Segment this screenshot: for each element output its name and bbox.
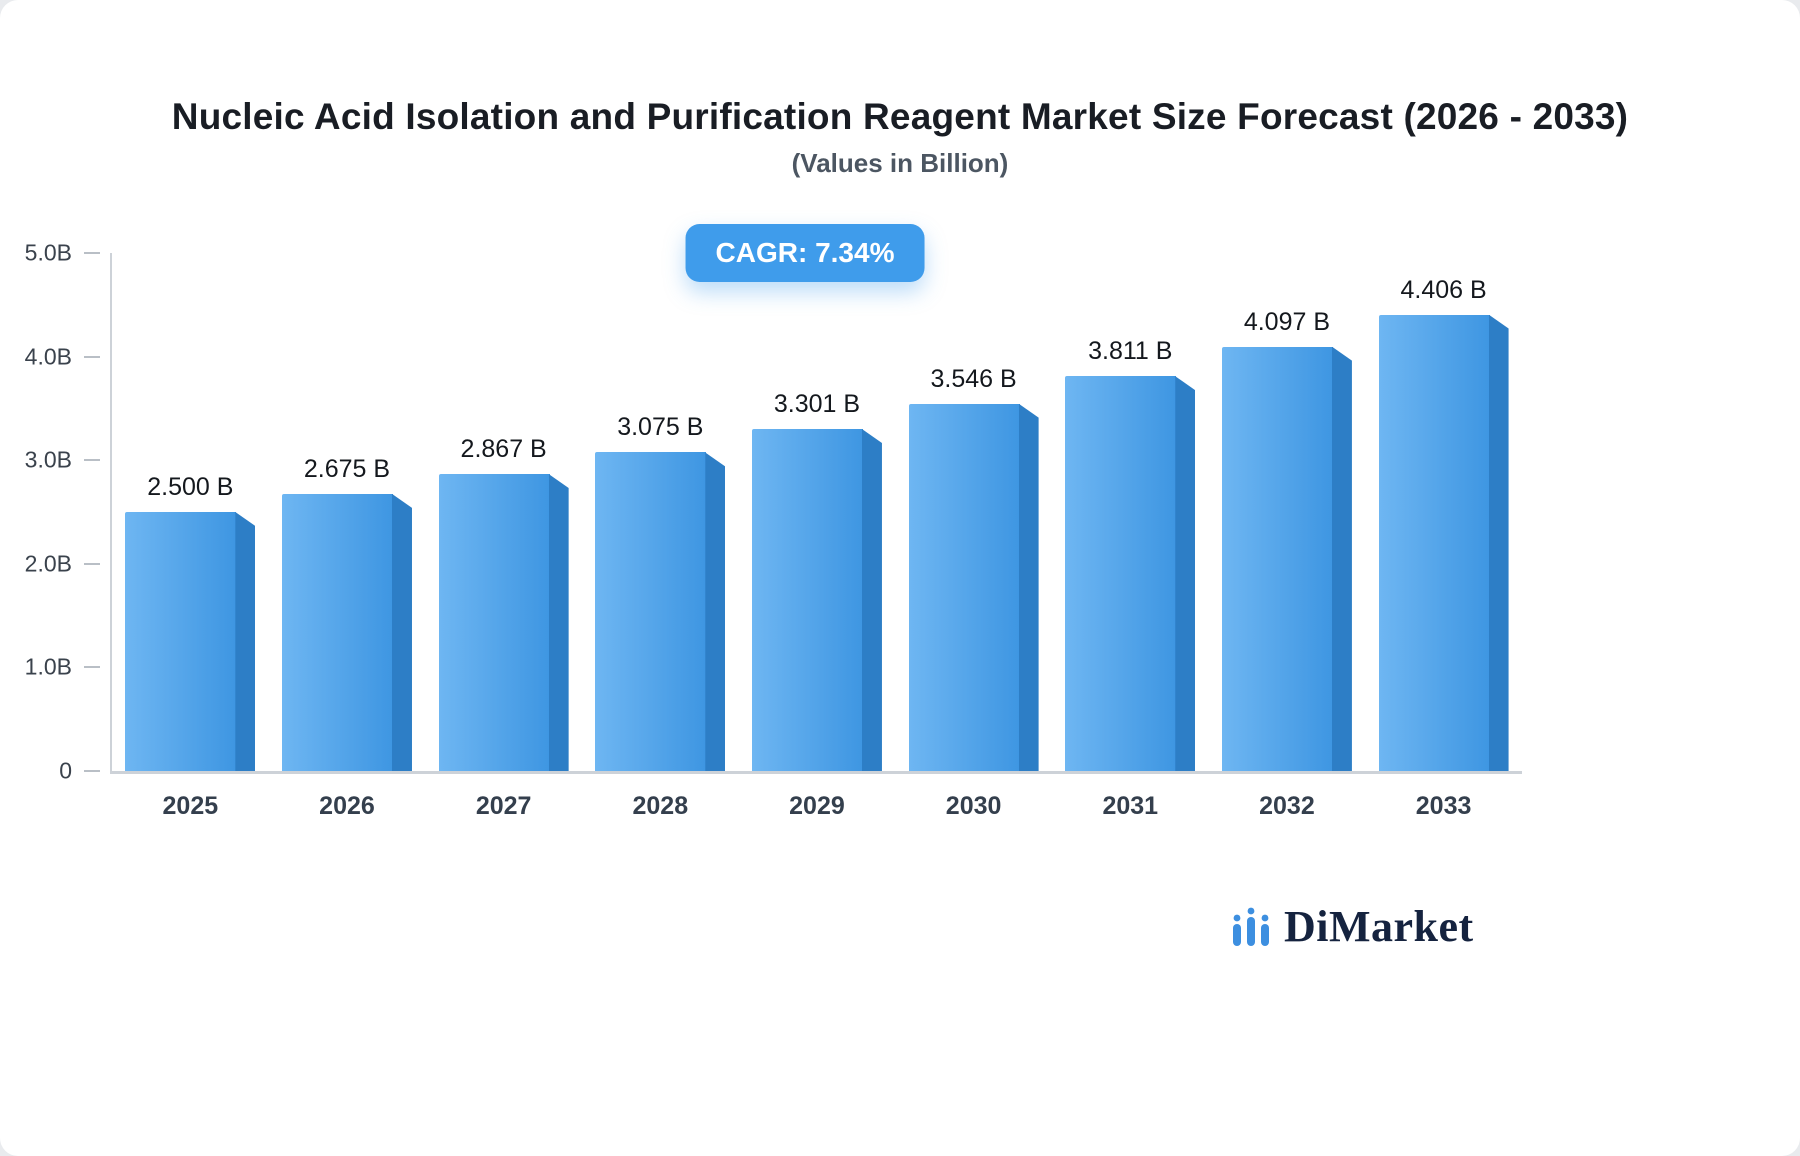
bar-front-face (1065, 376, 1177, 771)
bar-group: 3.075 B 2028 (595, 253, 726, 820)
bar-side-face (1331, 346, 1352, 771)
brand-name: DiMarket (1284, 902, 1474, 951)
x-axis-label: 2030 (945, 792, 1002, 820)
bar-front-face (281, 493, 393, 771)
bar-value-label: 4.097 B (1243, 307, 1331, 336)
y-axis-tick-mark (84, 459, 100, 462)
chart-subtitle: (Values in Billion) (791, 148, 1009, 178)
x-axis-label: 2028 (632, 792, 689, 820)
bar-front-face (1378, 314, 1490, 771)
x-axis-label: 2029 (789, 792, 845, 820)
y-axis-tick-label: 3.0B (24, 446, 72, 473)
x-axis-label: 2025 (162, 792, 219, 820)
bar-group: 4.406 B 2033 (1378, 253, 1509, 820)
bar (281, 493, 412, 771)
bar-value-label: 3.811 B (1088, 337, 1173, 366)
bar-front-face (1221, 346, 1333, 771)
bar-group: 4.097 B 2032 (1221, 253, 1352, 820)
y-axis-tick-mark (84, 252, 100, 254)
bar-value-label: 4.406 B (1400, 275, 1487, 304)
bar-side-face (1488, 314, 1509, 771)
bar-value-label: 3.301 B (773, 390, 861, 419)
bar-side-face (1175, 376, 1196, 771)
bar-side-face (391, 493, 412, 771)
bar (595, 452, 726, 771)
bar-value-label: 2.675 B (303, 454, 391, 483)
bar-chart-icon (1228, 904, 1274, 950)
bar-group: 2.500 B 2025 (125, 253, 256, 820)
bar-front-face (125, 512, 237, 771)
y-axis-tick-mark (84, 666, 100, 669)
bar-front-face (908, 403, 1020, 771)
bar-side-face (861, 429, 882, 771)
bar-group: 3.811 B 2031 (1065, 253, 1196, 820)
x-axis-label: 2027 (475, 792, 532, 820)
bar-value-label: 3.546 B (930, 364, 1017, 393)
brand-logo: DiMarket (1228, 901, 1474, 952)
bar (1221, 346, 1352, 771)
bar-side-face (705, 452, 726, 771)
bar-front-face (595, 452, 707, 771)
bar-group: 2.867 B 2027 (438, 253, 569, 820)
y-axis-tick-mark (84, 562, 100, 565)
bar-value-label: 2.500 B (147, 473, 234, 501)
bars: 2.500 B 2025 2.675 B 2026 2.867 B 2027 3.075 B… (112, 253, 1522, 820)
y-axis-tick-label: 4.0B (24, 343, 72, 370)
bar-front-face (751, 429, 863, 771)
bar-value-label: 3.075 B (617, 413, 704, 442)
bar-side-face (1018, 403, 1039, 771)
y-axis-tick-label: 2.0B (24, 550, 72, 577)
plot-area: 2.500 B 2025 2.675 B 2026 2.867 B 2027 3.075 B… (25, 240, 1522, 820)
bar-front-face (438, 473, 550, 771)
x-axis-label: 2032 (1259, 792, 1315, 820)
bar (1378, 314, 1509, 771)
bar-value-label: 2.867 B (460, 434, 547, 463)
bar (908, 403, 1039, 771)
cagr-badge: CAGR: 7.34% (685, 224, 925, 282)
bar-side-face (235, 512, 256, 771)
y-axis-tick-label: 1.0B (24, 653, 72, 680)
bar (125, 512, 256, 771)
x-axis-label: 2026 (319, 792, 375, 820)
y-axis-tick-mark (84, 770, 100, 772)
y-axis-tick-mark (84, 355, 100, 358)
chart-title: Nucleic Acid Isolation and Purification … (171, 96, 1629, 137)
bar-group: 2.675 B 2026 (281, 253, 412, 820)
x-axis-label: 2033 (1415, 792, 1472, 820)
y-axis-tick-label: 0 (59, 757, 72, 784)
bar-group: 3.546 B 2030 (908, 253, 1039, 820)
x-axis-label: 2031 (1102, 792, 1159, 820)
bar (438, 473, 569, 771)
bar-group: 3.301 B 2029 (751, 253, 882, 820)
bar-side-face (548, 473, 569, 771)
bar (751, 429, 882, 771)
y-axis-tick-label: 5.0B (24, 239, 72, 266)
bar (1065, 376, 1196, 771)
